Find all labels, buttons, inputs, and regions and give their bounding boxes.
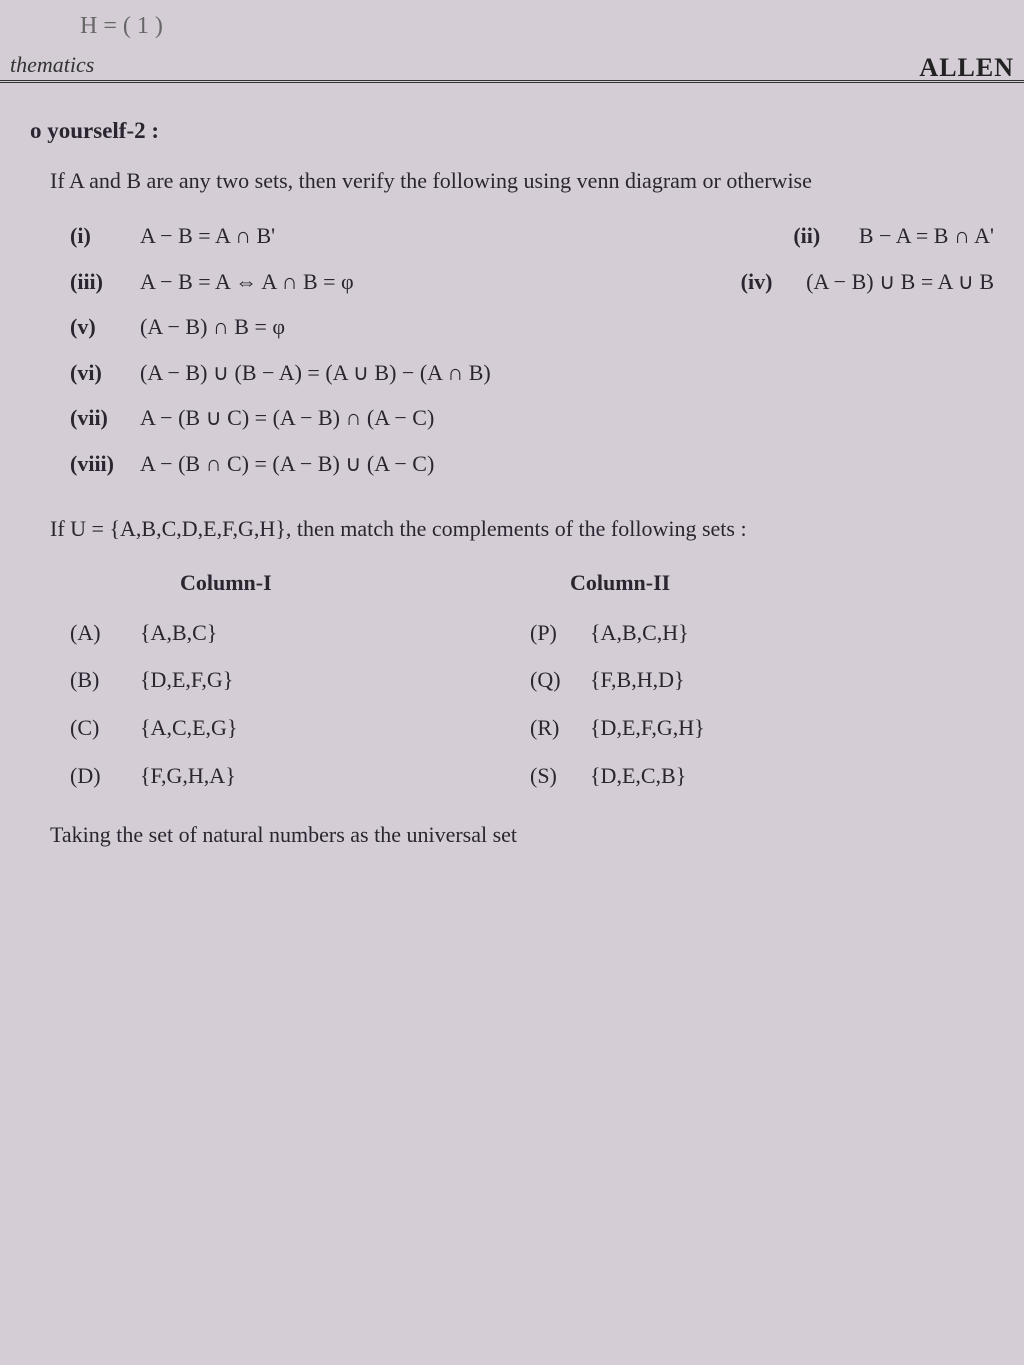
match-right-text: {A,B,C,H} [590, 613, 689, 653]
list-item: (v) (A − B) ∩ B = φ [70, 307, 994, 347]
verify-list: (i) A − B = A ∩ B' (ii) B − A = B ∩ A' (… [30, 216, 994, 484]
match-intro: If U = {A,B,C,D,E,F,G,H}, then match the… [30, 509, 994, 549]
item-number: (vii) [70, 398, 140, 438]
match-right-num: (R) [530, 708, 590, 748]
match-left-text: {A,C,E,G} [140, 708, 530, 748]
handwritten-note: H = ( 1 ) [80, 5, 163, 48]
match-right-text: {D,E,C,B} [590, 756, 686, 796]
match-right-num: (S) [530, 756, 590, 796]
subject-header: thematics [10, 45, 94, 85]
list-item: (viii) A − (B ∩ C) = (A − B) ∪ (A − C) [70, 444, 994, 484]
match-list: (A) {A,B,C} (P) {A,B,C,H} (B) {D,E,F,G} … [30, 613, 994, 795]
item-number: (v) [70, 307, 140, 347]
match-right-text: {F,B,H,D} [590, 660, 685, 700]
match-row: (B) {D,E,F,G} (Q) {F,B,H,D} [30, 660, 994, 700]
item-right: (ii) B − A = B ∩ A' [793, 216, 994, 256]
list-item: (vii) A − (B ∪ C) = (A − B) ∩ (A − C) [70, 398, 994, 438]
match-right-num: (Q) [530, 660, 590, 700]
match-row: (A) {A,B,C} (P) {A,B,C,H} [30, 613, 994, 653]
match-left-text: {F,G,H,A} [140, 756, 530, 796]
match-left-num: (C) [70, 708, 140, 748]
list-item: (iii) A − B = A ⇔ A ∩ B = φ (iv) (A − B)… [70, 262, 994, 302]
match-row: (D) {F,G,H,A} (S) {D,E,C,B} [30, 756, 994, 796]
match-left-num: (B) [70, 660, 140, 700]
item-text: A − (B ∩ C) = (A − B) ∪ (A − C) [140, 444, 994, 484]
item-number: (iv) [741, 262, 801, 302]
item-text: (A − B) ∪ B = A ∪ B [806, 269, 994, 294]
match-right-num: (P) [530, 613, 590, 653]
match-left-num: (A) [70, 613, 140, 653]
item-text: A − (B ∪ C) = (A − B) ∩ (A − C) [140, 398, 994, 438]
section-title: o yourself-2 : [30, 110, 994, 151]
list-item: (vi) (A − B) ∪ (B − A) = (A ∪ B) − (A ∩ … [70, 353, 994, 393]
match-left-text: {A,B,C} [140, 613, 530, 653]
list-item: (i) A − B = A ∩ B' (ii) B − A = B ∩ A' [70, 216, 994, 256]
match-left-text: {D,E,F,G} [140, 660, 530, 700]
item-text: B − A = B ∩ A' [859, 223, 994, 248]
match-left-num: (D) [70, 756, 140, 796]
column-2-title: Column-II [420, 563, 670, 603]
item-text: A − B = A ⇔ A ∩ B = φ [140, 262, 691, 302]
item-number: (i) [70, 216, 140, 256]
item-right: (iv) (A − B) ∪ B = A ∪ B [741, 262, 994, 302]
item-text: (A − B) ∪ (B − A) = (A ∪ B) − (A ∩ B) [140, 353, 994, 393]
main-content: o yourself-2 : If A and B are any two se… [30, 110, 994, 855]
item-number: (viii) [70, 444, 140, 484]
match-row: (C) {A,C,E,G} (R) {D,E,F,G,H} [30, 708, 994, 748]
columns-header: Column-I Column-II [30, 563, 994, 603]
item-number: (ii) [793, 216, 853, 256]
match-right-text: {D,E,F,G,H} [590, 708, 705, 748]
intro-text: If A and B are any two sets, then verify… [30, 161, 994, 201]
header-divider [0, 80, 1024, 85]
item-text: (A − B) ∩ B = φ [140, 307, 994, 347]
bottom-text: Taking the set of natural numbers as the… [30, 815, 994, 855]
item-number: (vi) [70, 353, 140, 393]
item-number: (iii) [70, 262, 140, 302]
column-1-title: Column-I [70, 563, 420, 603]
item-text: A − B = A ∩ B' [140, 216, 743, 256]
